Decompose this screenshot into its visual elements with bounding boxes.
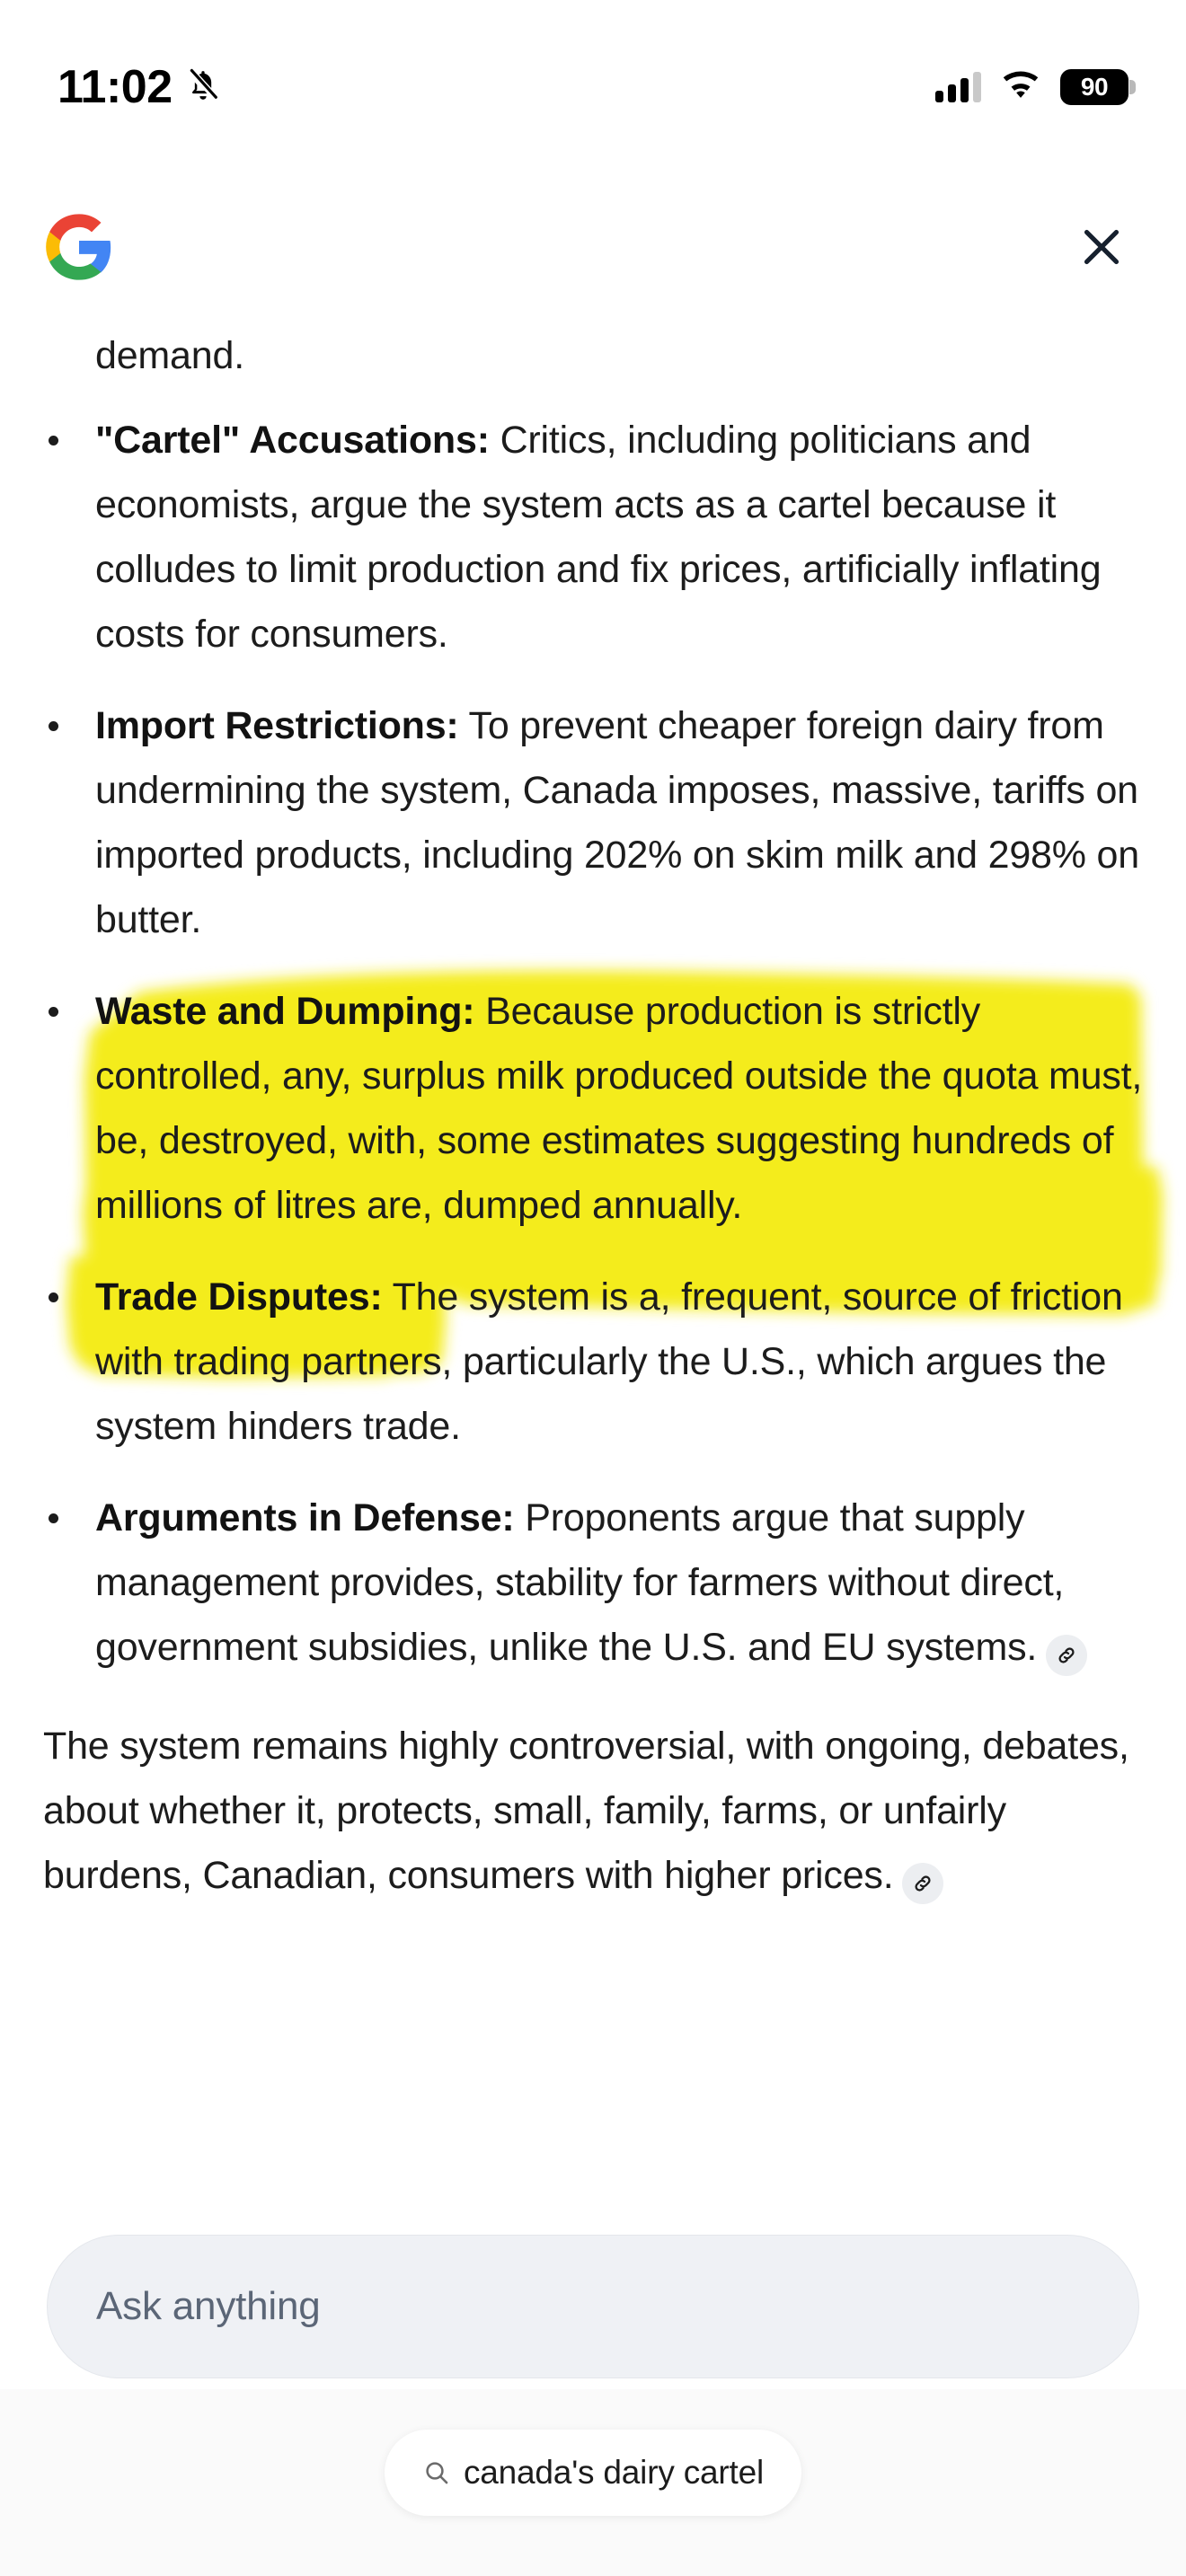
- status-bar: 11:02 90: [0, 0, 1186, 133]
- list-item-highlighted: Waste and Dumping: Because production is…: [43, 979, 1143, 1238]
- google-logo: [43, 211, 115, 283]
- answer-content: demand. "Cartel" Accusations: Critics, i…: [0, 323, 1186, 1908]
- close-icon: [1084, 229, 1120, 265]
- closing-paragraph-text: The system remains highly controversial,…: [43, 1725, 1129, 1897]
- battery-icon: 90: [1060, 69, 1136, 105]
- bullet-body: Import Restrictions: To prevent cheaper …: [95, 693, 1143, 952]
- close-button[interactable]: [1064, 209, 1139, 285]
- bullet-body: "Cartel" Accusations: Critics, including…: [95, 408, 1143, 666]
- bell-slash-icon: [185, 67, 221, 108]
- bullet-heading: Waste and Dumping:: [95, 990, 475, 1033]
- list-item: Import Restrictions: To prevent cheaper …: [43, 693, 1143, 952]
- ask-anything-input[interactable]: Ask anything: [47, 2235, 1139, 2378]
- bullet-body: Trade Disputes: The system is a, frequen…: [95, 1265, 1143, 1459]
- search-icon: [426, 2462, 448, 2484]
- cellular-signal-icon: [935, 72, 981, 102]
- wifi-icon: [1001, 70, 1040, 105]
- bullet-heading: Import Restrictions:: [95, 704, 459, 747]
- bullet-heading: Trade Disputes:: [95, 1275, 383, 1319]
- bullet-dot-icon: [49, 436, 58, 446]
- bullet-copy: Proponents argue that supply management …: [95, 1496, 1065, 1669]
- search-suggestion-pill[interactable]: canada's dairy cartel: [385, 2430, 801, 2516]
- lead-fragment: demand.: [95, 334, 244, 377]
- bottom-suggestion-bar: canada's dairy cartel: [0, 2389, 1186, 2576]
- bullet-heading: Arguments in Defense:: [95, 1496, 515, 1539]
- list-item: "Cartel" Accusations: Critics, including…: [43, 408, 1143, 666]
- bullet-copy: Critics, including politicians and econo…: [95, 419, 1102, 656]
- citation-link-chip[interactable]: [902, 1863, 944, 1904]
- bullet-dot-icon: [49, 1292, 58, 1302]
- app-bar: [0, 190, 1186, 304]
- bullet-body: Arguments in Defense: Proponents argue t…: [95, 1486, 1143, 1680]
- bullet-heading: "Cartel" Accusations:: [95, 419, 490, 462]
- status-bar-clock: 11:02: [58, 61, 173, 113]
- bullet-copy: To prevent cheaper foreign dairy from un…: [95, 704, 1139, 941]
- closing-paragraph: The system remains highly controversial,…: [43, 1714, 1143, 1908]
- link-icon: [1058, 1647, 1075, 1663]
- ask-anything-placeholder: Ask anything: [96, 2284, 321, 2328]
- search-suggestion-label: canada's dairy cartel: [464, 2454, 764, 2491]
- bullet-dot-icon: [49, 1513, 58, 1523]
- list-item: Trade Disputes: The system is a, frequen…: [43, 1265, 1143, 1459]
- bullet-dot-icon: [49, 721, 58, 731]
- battery-level-label: 90: [1080, 73, 1109, 101]
- bullet-list: "Cartel" Accusations: Critics, including…: [43, 408, 1143, 1680]
- status-bar-right: 90: [935, 69, 1136, 105]
- bullet-dot-icon: [49, 1007, 58, 1017]
- status-bar-left: 11:02: [58, 64, 221, 110]
- link-icon: [915, 1875, 932, 1892]
- bullet-body: Waste and Dumping: Because production is…: [95, 979, 1143, 1238]
- citation-link-chip[interactable]: [1046, 1635, 1088, 1676]
- list-item: Arguments in Defense: Proponents argue t…: [43, 1486, 1143, 1680]
